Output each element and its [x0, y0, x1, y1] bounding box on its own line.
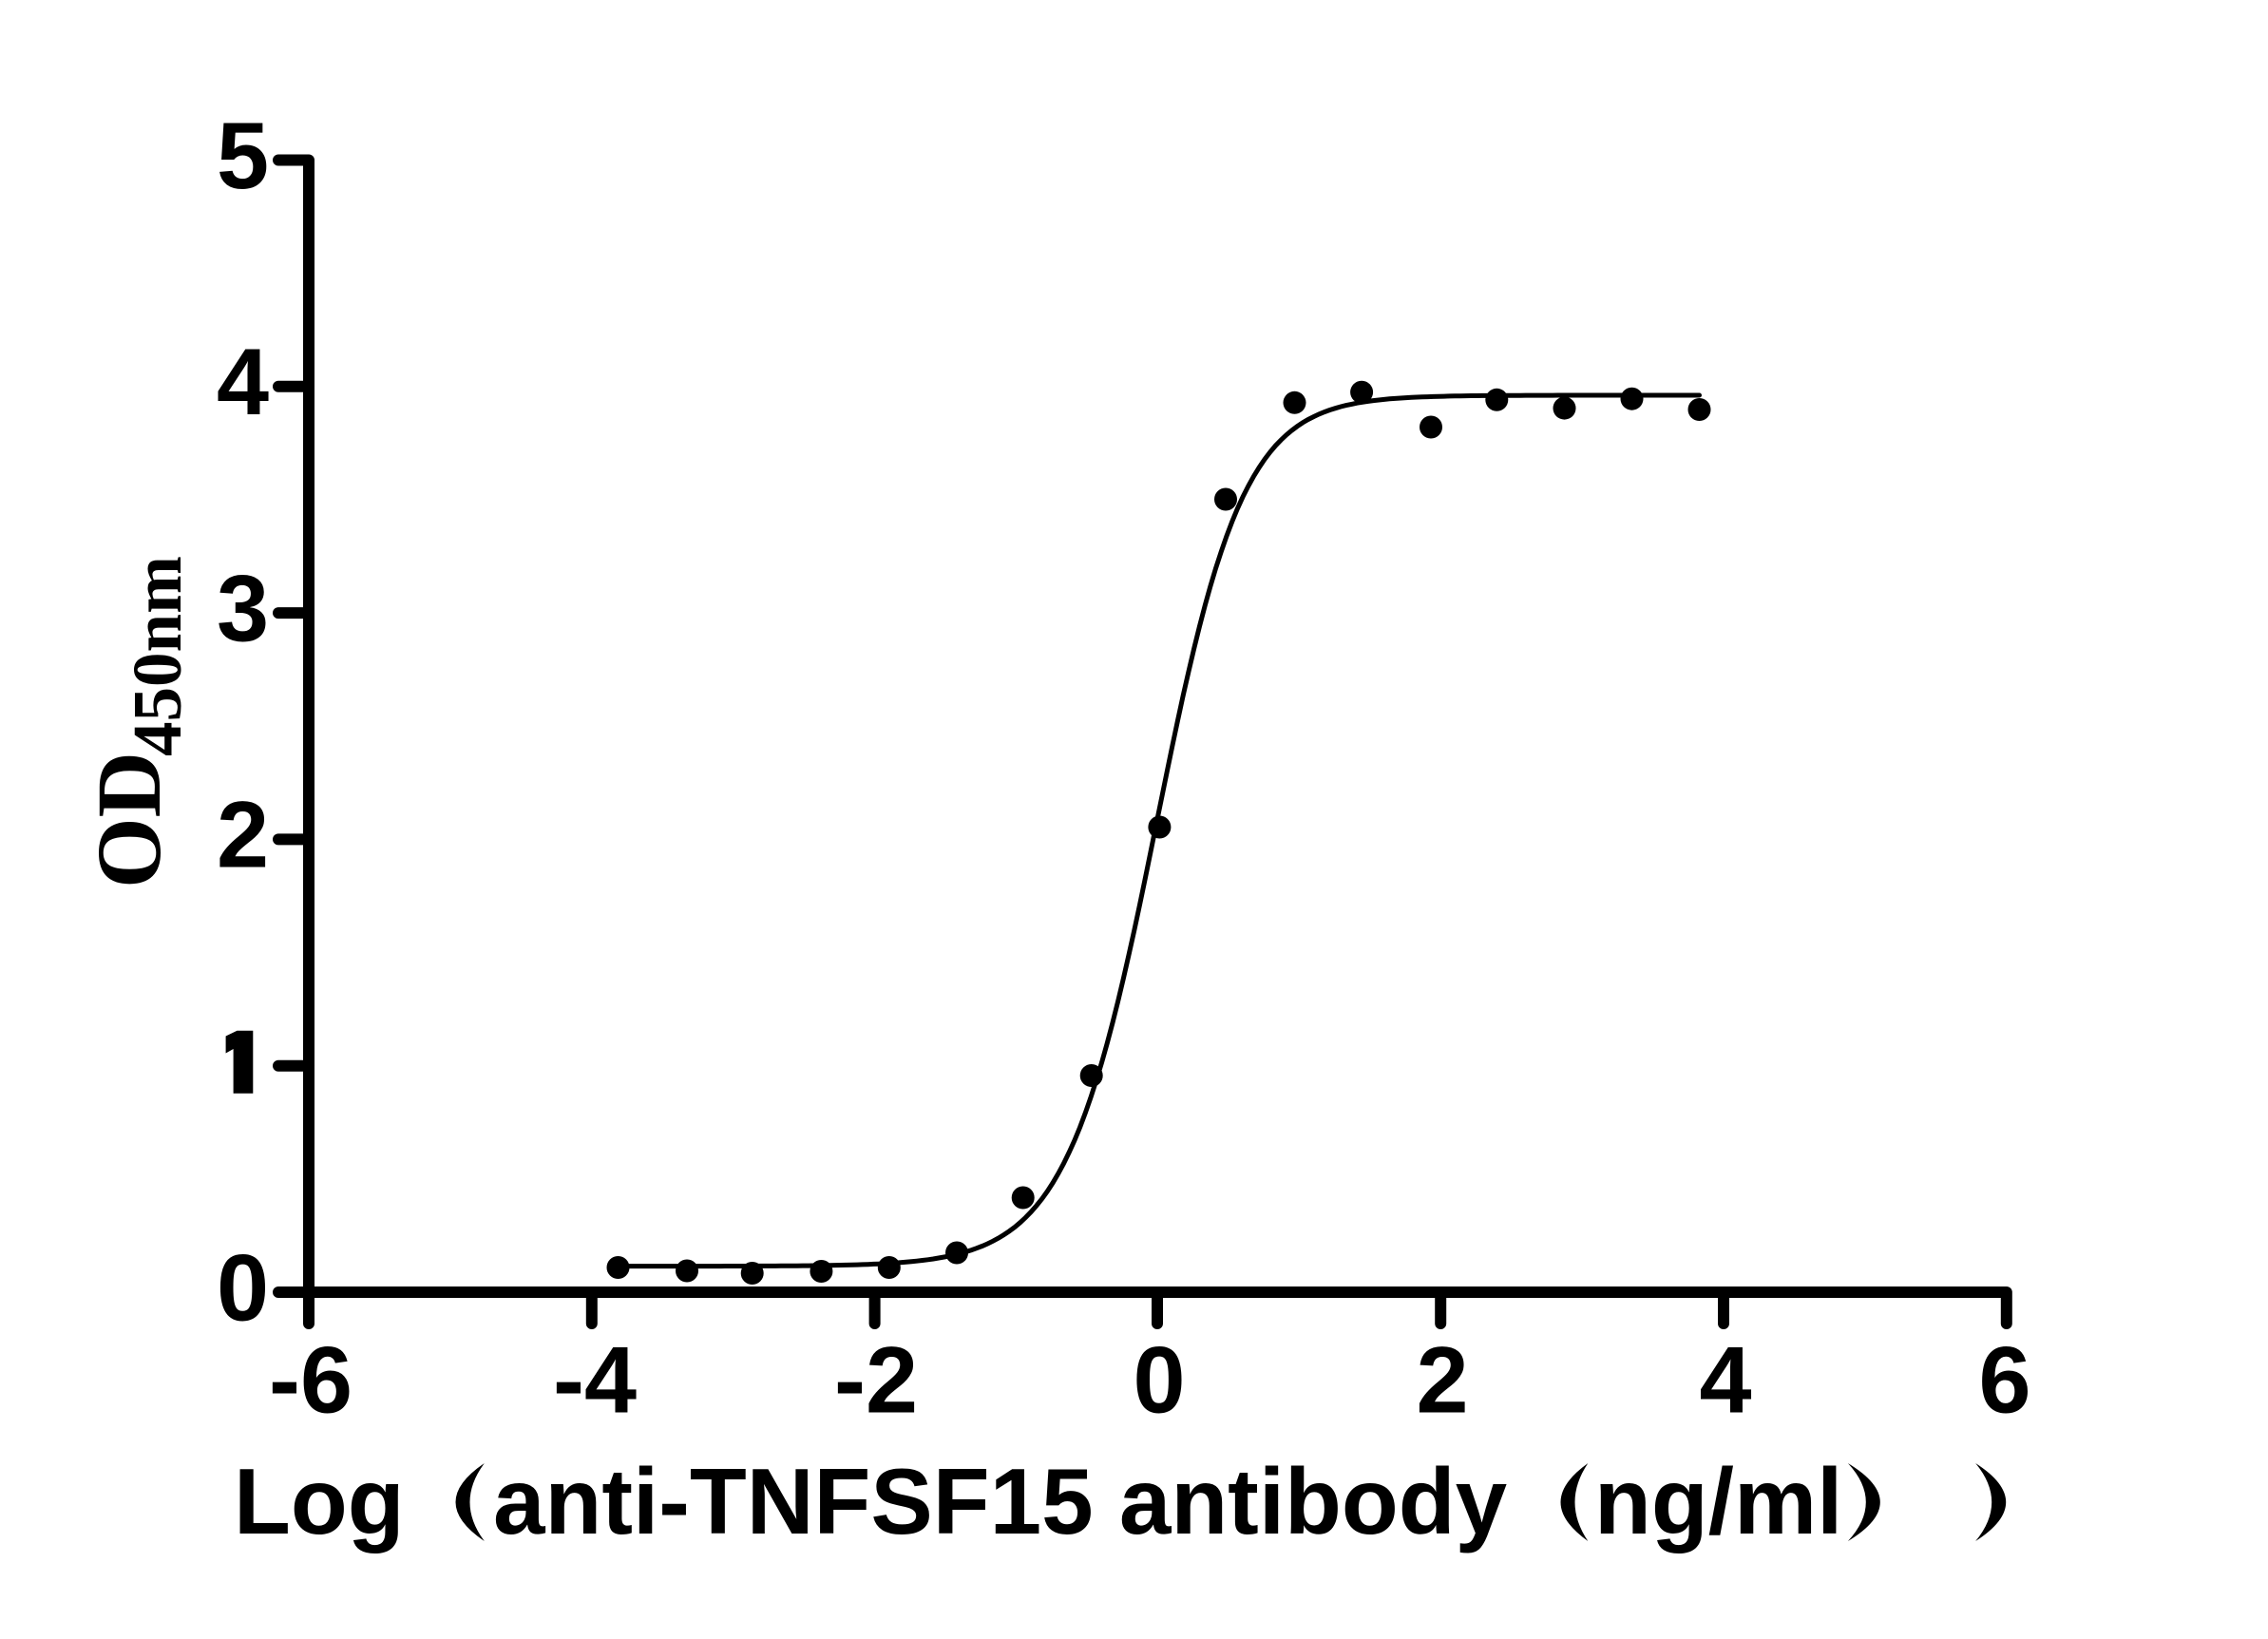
svg-text:5: 5 [217, 103, 269, 208]
svg-text:3: 3 [217, 555, 269, 660]
svg-text:4: 4 [1699, 1327, 1751, 1433]
svg-text:ng/ml: ng/ml [1594, 1449, 1842, 1553]
svg-text:-4: -4 [553, 1327, 637, 1433]
svg-text:450nm: 450nm [119, 556, 196, 756]
svg-text:-2: -2 [834, 1327, 918, 1433]
svg-text:4: 4 [217, 329, 269, 434]
svg-text:-6: -6 [269, 1327, 353, 1433]
svg-text:Log: Log [234, 1449, 405, 1553]
svg-text:0: 0 [1133, 1327, 1185, 1433]
svg-text:0: 0 [217, 1234, 269, 1340]
svg-text:6: 6 [1978, 1327, 2030, 1433]
svg-text:anti-TNFSF15 antibody: anti-TNFSF15 antibody [493, 1449, 1507, 1553]
svg-text:2: 2 [217, 782, 269, 887]
svg-text:2: 2 [1416, 1327, 1468, 1433]
svg-text:OD: OD [78, 752, 180, 888]
